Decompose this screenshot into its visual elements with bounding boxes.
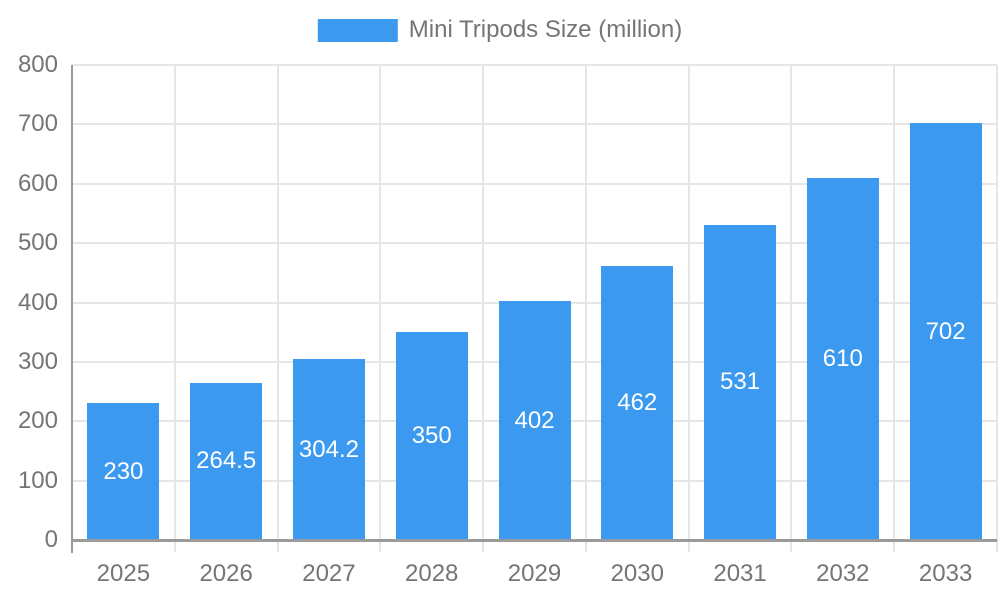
bar-2028[interactable]: 350 [395, 332, 468, 540]
legend-series-label: Mini Tripods Size (million) [408, 16, 683, 43]
y-gridline [72, 64, 997, 66]
bar-value-label: 350 [411, 422, 452, 450]
y-axis-line [71, 65, 73, 553]
y-gridline [72, 182, 997, 185]
y-axis-label: 200 [17, 407, 58, 435]
bar-2032[interactable]: 610 [806, 177, 879, 540]
y-axis-label: 300 [17, 347, 58, 375]
x-axis-tick [379, 540, 382, 552]
x-axis-label: 2028 [405, 560, 459, 587]
x-gridline [687, 65, 690, 540]
x-axis-label: 2029 [507, 560, 562, 587]
x-axis-tick [276, 540, 279, 552]
y-axis-label: 500 [17, 229, 58, 257]
x-axis-label: 2032 [816, 560, 870, 587]
x-gridline [173, 65, 176, 540]
y-gridline [72, 123, 997, 126]
bar-2033[interactable]: 702 [909, 123, 982, 540]
x-gridline [790, 65, 793, 540]
x-axis-label: 2027 [302, 560, 356, 587]
x-axis-tick [173, 540, 176, 552]
bar-value-label: 304.2 [298, 435, 359, 463]
x-gridline [482, 65, 485, 540]
legend-swatch-icon [317, 18, 398, 42]
bar-2029[interactable]: 402 [498, 301, 571, 540]
bar-2025[interactable]: 230 [87, 403, 160, 540]
x-axis-tick [893, 540, 896, 552]
x-gridline [584, 65, 587, 540]
y-axis-label: 0 [44, 526, 58, 553]
bar-2031[interactable]: 531 [704, 224, 777, 540]
x-gridline [996, 65, 998, 540]
chart-legend[interactable]: Mini Tripods Size (million) [317, 16, 683, 44]
bar-2026[interactable]: 264.5 [190, 382, 263, 540]
x-axis-line [71, 539, 997, 542]
x-axis-tick [790, 540, 793, 552]
bar-2027[interactable]: 304.2 [292, 359, 365, 540]
x-axis-label: 2030 [610, 560, 664, 587]
bar-value-label: 531 [720, 368, 761, 396]
x-axis-label: 2031 [713, 560, 767, 587]
bar-value-label: 230 [103, 457, 144, 485]
y-axis-label: 100 [17, 466, 58, 494]
y-axis-label: 700 [17, 110, 58, 138]
x-axis-tick [996, 540, 998, 552]
x-axis-tick [584, 540, 587, 552]
bar-2030[interactable]: 462 [601, 265, 674, 540]
y-gridline [72, 242, 997, 245]
bar-value-label: 402 [514, 406, 555, 434]
x-axis-tick [687, 540, 690, 552]
x-axis-label: 2025 [96, 560, 151, 587]
y-axis-label: 800 [17, 51, 58, 78]
bar-value-label: 702 [925, 317, 966, 345]
y-axis-label: 600 [17, 169, 58, 197]
bar-value-label: 462 [617, 388, 658, 416]
bar-value-label: 264.5 [196, 447, 257, 475]
x-axis-label: 2026 [199, 560, 253, 587]
x-gridline [379, 65, 382, 540]
x-axis-tick [482, 540, 485, 552]
x-gridline [893, 65, 896, 540]
y-axis-label: 400 [17, 288, 58, 316]
x-axis-label: 2033 [918, 560, 973, 587]
x-gridline [276, 65, 279, 540]
bar-value-label: 610 [822, 344, 863, 372]
